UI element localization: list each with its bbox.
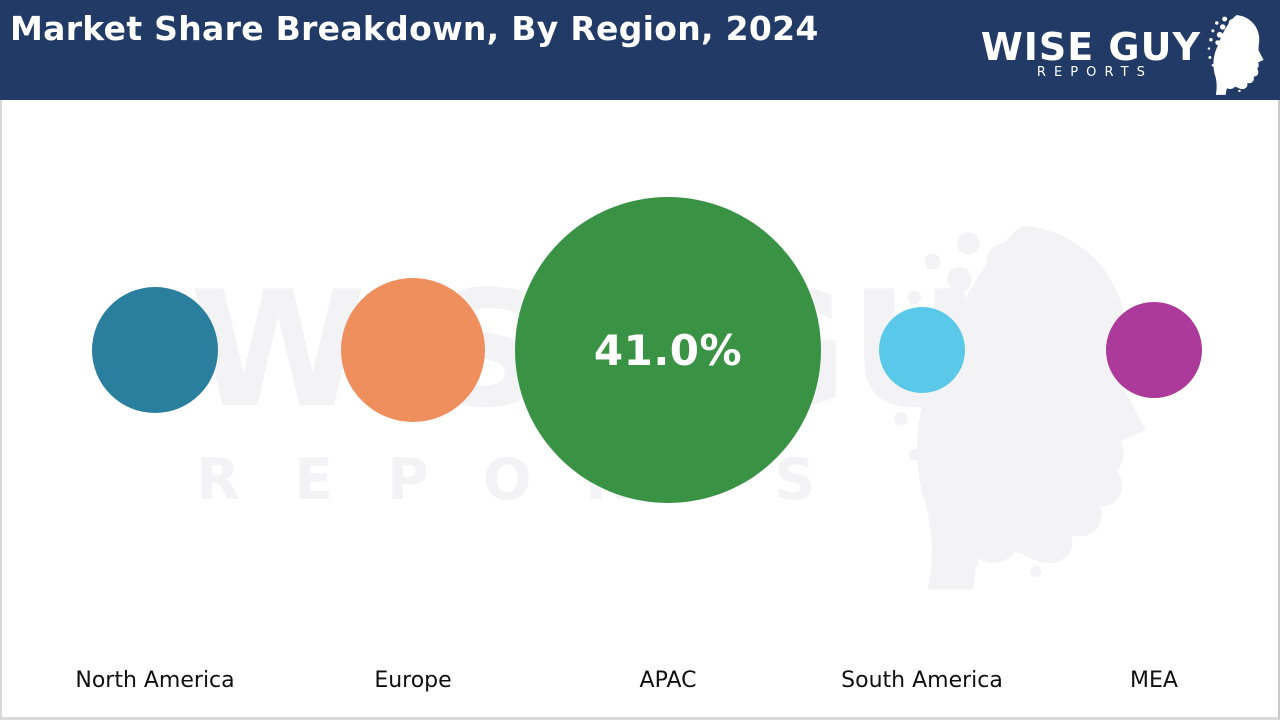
category-label-north-america: North America — [75, 668, 235, 693]
wise-guy-reports-logo: WISE GUY REPORTS — [981, 12, 1268, 96]
logo-wordmark: WISE GUY — [980, 24, 1201, 69]
bubbles-layer: 41.0% — [2, 100, 1278, 717]
bubble-south-america — [879, 307, 965, 393]
header-bar: Market Share Breakdown, By Region, 2024 … — [0, 0, 1280, 100]
bubble-mea — [1106, 302, 1202, 398]
page-title: Market Share Breakdown, By Region, 2024 — [10, 9, 819, 48]
logo-text: WISE GUY REPORTS — [980, 24, 1201, 81]
logo-subtitle: REPORTS — [1036, 65, 1153, 81]
category-label-europe: Europe — [374, 668, 452, 693]
category-label-mea: MEA — [1130, 668, 1178, 693]
bubble-north-america — [92, 287, 218, 413]
logo-head-icon — [1204, 12, 1268, 96]
category-label-south-america: South America — [841, 668, 1003, 693]
labels-layer: North America Europe APAC South America MEA — [2, 100, 1278, 717]
bubble-apac: 41.0% — [515, 197, 821, 503]
bubble-value-label-apac: 41.0% — [593, 325, 743, 375]
category-label-apac: APAC — [639, 668, 697, 693]
chart-area: WISE GUY REPORTS 41.0% North AmericaEuro… — [0, 100, 1280, 720]
bubble-europe — [341, 278, 485, 422]
